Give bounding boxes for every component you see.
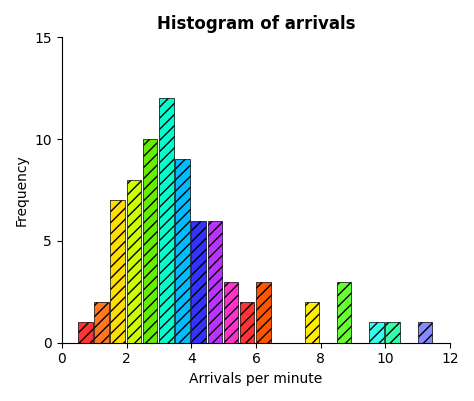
Bar [127, 180, 141, 343]
Bar [305, 302, 319, 343]
Bar [208, 221, 222, 343]
Bar [224, 282, 238, 343]
Bar [94, 302, 109, 343]
Bar [159, 98, 173, 343]
Bar [191, 221, 206, 343]
Bar [78, 322, 92, 343]
Y-axis label: Frequency: Frequency [15, 154, 29, 226]
Bar [175, 160, 190, 343]
Bar [256, 282, 271, 343]
Bar [418, 322, 432, 343]
Bar [369, 322, 384, 343]
Bar [240, 302, 255, 343]
Bar [110, 200, 125, 343]
Title: Histogram of arrivals: Histogram of arrivals [157, 15, 356, 33]
Bar [385, 322, 400, 343]
Bar [337, 282, 352, 343]
X-axis label: Arrivals per minute: Arrivals per minute [190, 372, 323, 386]
Bar [143, 139, 157, 343]
